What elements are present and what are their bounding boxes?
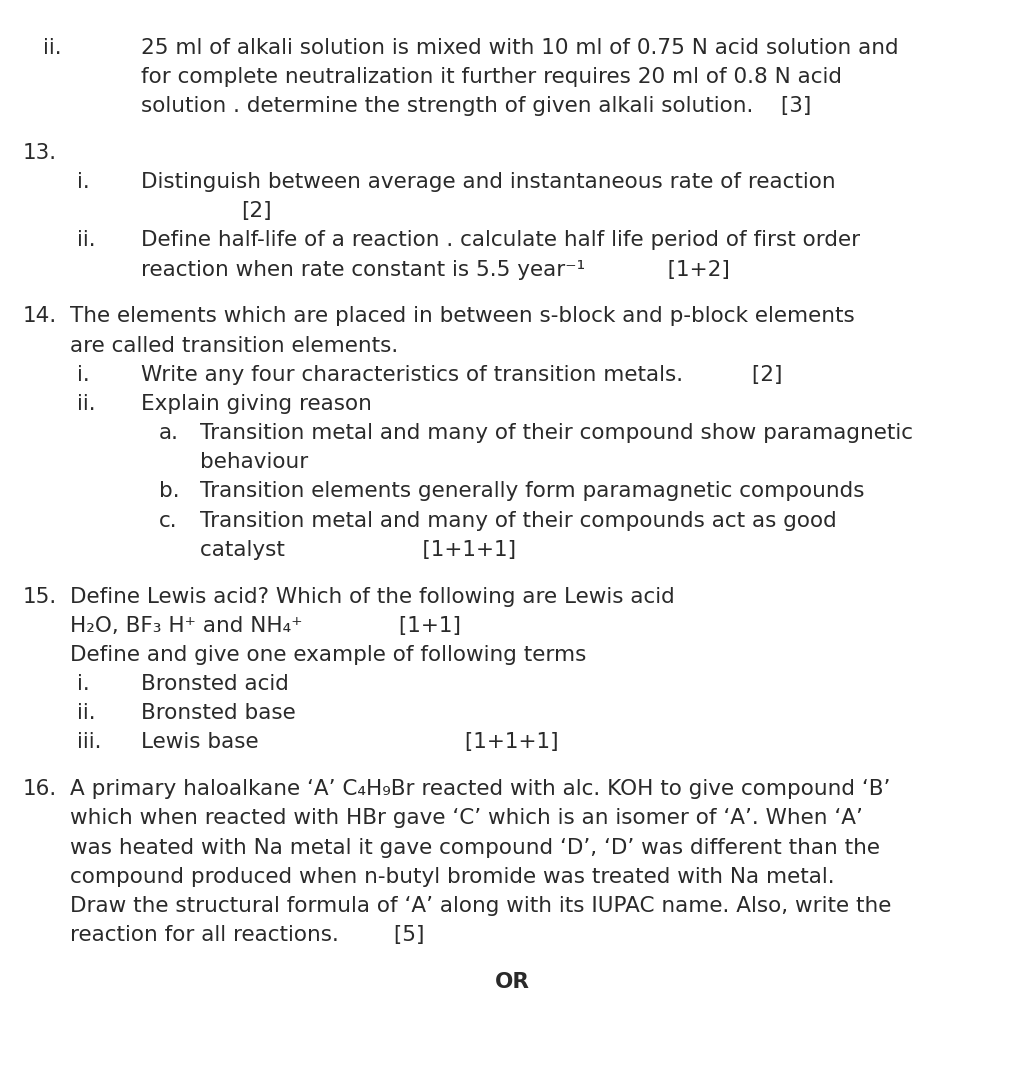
Text: iii.: iii. <box>77 733 101 752</box>
Text: 16.: 16. <box>23 779 56 799</box>
Text: The elements which are placed in between s-block and p-block elements: The elements which are placed in between… <box>70 306 854 326</box>
Text: H₂O, BF₃ H⁺ and NH₄⁺              [1+1]: H₂O, BF₃ H⁺ and NH₄⁺ [1+1] <box>70 616 461 636</box>
Text: i.: i. <box>77 675 89 694</box>
Text: Define half-life of a reaction . calculate half life period of first order: Define half-life of a reaction . calcula… <box>141 230 860 251</box>
Text: A primary haloalkane ‘A’ C₄H₉Br reacted with alc. KOH to give compound ‘B’: A primary haloalkane ‘A’ C₄H₉Br reacted … <box>70 779 890 799</box>
Text: ii.: ii. <box>77 230 95 251</box>
Text: Draw the structural formula of ‘A’ along with its IUPAC name. Also, write the: Draw the structural formula of ‘A’ along… <box>70 896 891 916</box>
Text: OR: OR <box>495 972 529 992</box>
Text: a.: a. <box>159 423 179 443</box>
Text: 25 ml of alkali solution is mixed with 10 ml of 0.75 N acid solution and: 25 ml of alkali solution is mixed with 1… <box>141 38 899 58</box>
Text: ii.: ii. <box>77 704 95 723</box>
Text: Define and give one example of following terms: Define and give one example of following… <box>70 645 586 665</box>
Text: was heated with Na metal it gave compound ‘D’, ‘D’ was different than the: was heated with Na metal it gave compoun… <box>70 838 880 857</box>
Text: compound produced when n-butyl bromide was treated with Na metal.: compound produced when n-butyl bromide w… <box>70 867 835 886</box>
Text: Lewis base                              [1+1+1]: Lewis base [1+1+1] <box>141 733 559 752</box>
Text: ii.: ii. <box>43 38 61 58</box>
Text: catalyst                    [1+1+1]: catalyst [1+1+1] <box>200 539 516 560</box>
Text: are called transition elements.: are called transition elements. <box>70 335 398 356</box>
Text: Transition elements generally form paramagnetic compounds: Transition elements generally form param… <box>200 481 864 502</box>
Text: i.: i. <box>77 364 89 385</box>
Text: reaction for all reactions.        [5]: reaction for all reactions. [5] <box>70 925 424 945</box>
Text: Bronsted acid: Bronsted acid <box>141 675 289 694</box>
Text: [2]: [2] <box>241 201 271 222</box>
Text: behaviour: behaviour <box>200 452 308 472</box>
Text: b.: b. <box>159 481 179 502</box>
Text: for complete neutralization it further requires 20 ml of 0.8 N acid: for complete neutralization it further r… <box>141 67 843 88</box>
Text: i.: i. <box>77 172 89 192</box>
Text: Define Lewis acid? Which of the following are Lewis acid: Define Lewis acid? Which of the followin… <box>70 587 675 606</box>
Text: Bronsted base: Bronsted base <box>141 704 296 723</box>
Text: c.: c. <box>159 510 177 531</box>
Text: Explain giving reason: Explain giving reason <box>141 393 372 414</box>
Text: 15.: 15. <box>23 587 56 606</box>
Text: solution . determine the strength of given alkali solution.    [3]: solution . determine the strength of giv… <box>141 96 812 117</box>
Text: Transition metal and many of their compounds act as good: Transition metal and many of their compo… <box>200 510 837 531</box>
Text: ii.: ii. <box>77 393 95 414</box>
Text: reaction when rate constant is 5.5 year⁻¹            [1+2]: reaction when rate constant is 5.5 year⁻… <box>141 259 730 280</box>
Text: Transition metal and many of their compound show paramagnetic: Transition metal and many of their compo… <box>200 423 912 443</box>
Text: 14.: 14. <box>23 306 56 326</box>
Text: Write any four characteristics of transition metals.          [2]: Write any four characteristics of transi… <box>141 364 782 385</box>
Text: Distinguish between average and instantaneous rate of reaction: Distinguish between average and instanta… <box>141 172 836 192</box>
Text: which when reacted with HBr gave ‘C’ which is an isomer of ‘A’. When ‘A’: which when reacted with HBr gave ‘C’ whi… <box>70 809 862 828</box>
Text: 13.: 13. <box>23 143 56 163</box>
